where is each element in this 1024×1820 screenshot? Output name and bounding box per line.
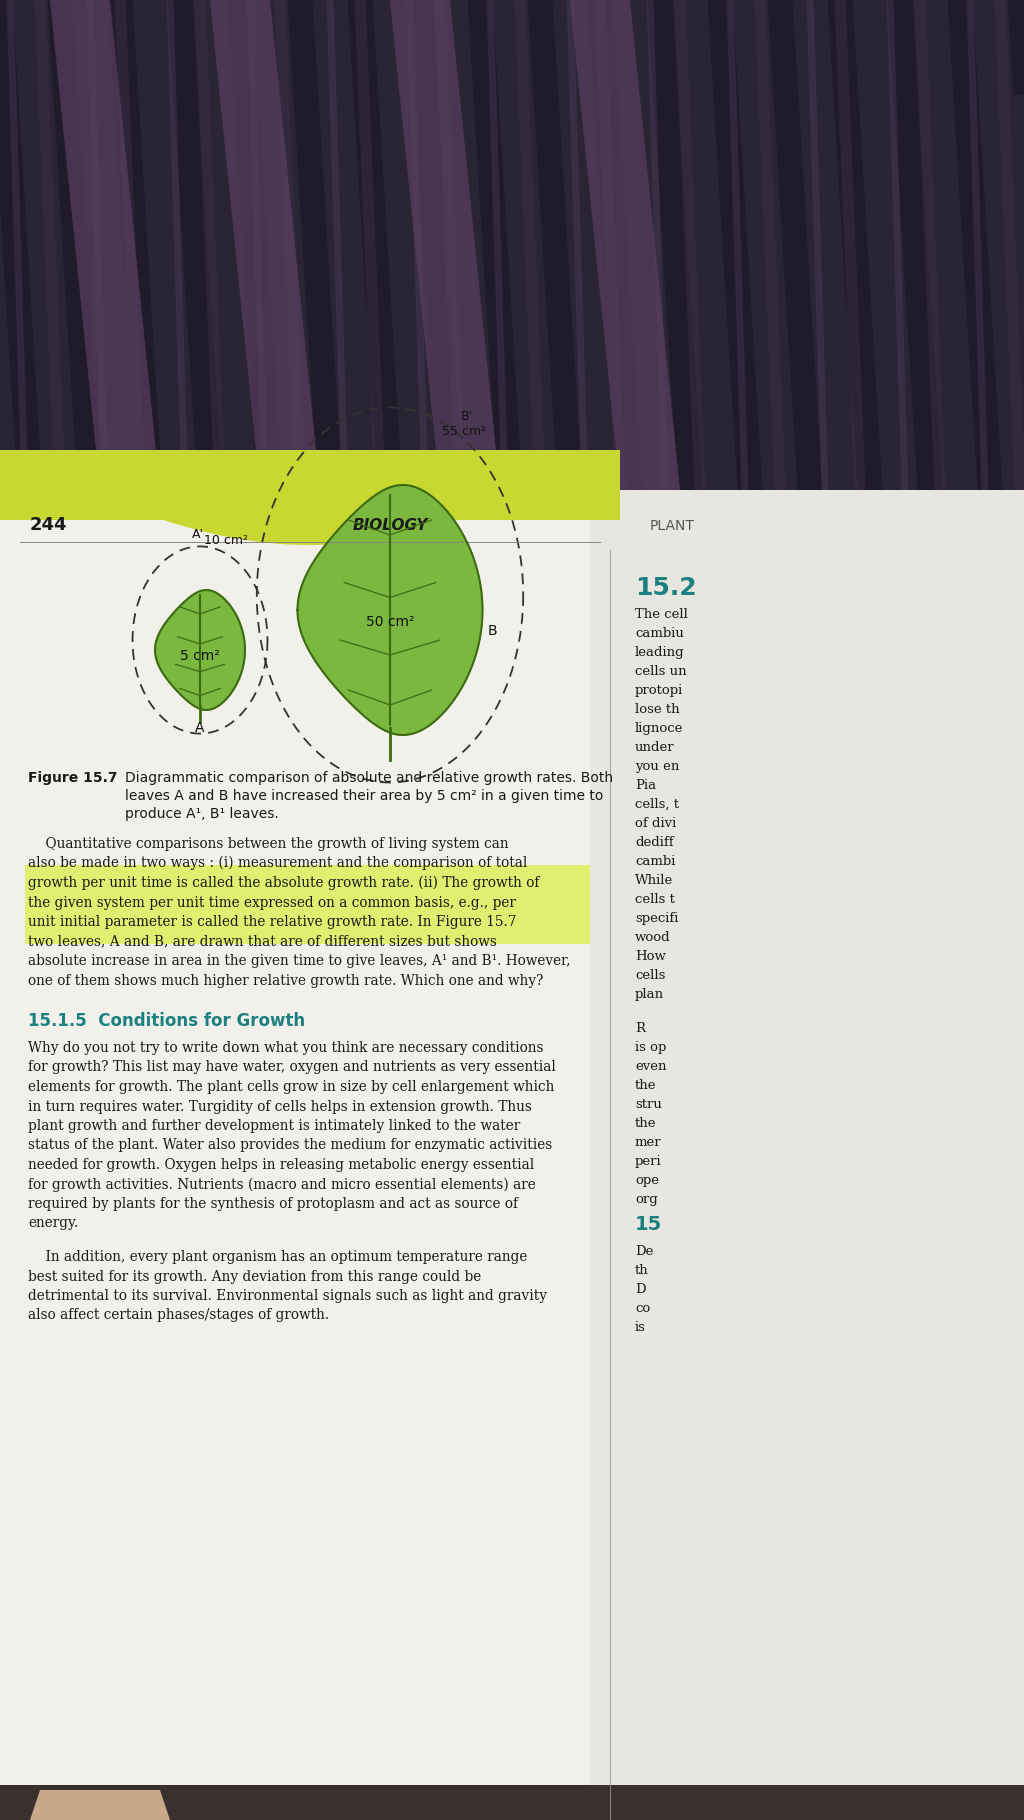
FancyBboxPatch shape (0, 0, 1024, 490)
Polygon shape (155, 590, 245, 710)
Text: needed for growth. Oxygen helps in releasing metabolic energy essential: needed for growth. Oxygen helps in relea… (28, 1158, 535, 1172)
Polygon shape (298, 484, 482, 735)
Text: plant growth and further development is intimately linked to the water: plant growth and further development is … (28, 1119, 520, 1134)
Text: A: A (196, 721, 205, 735)
FancyBboxPatch shape (0, 1785, 1024, 1820)
Polygon shape (30, 1791, 170, 1820)
Text: Pia: Pia (635, 779, 656, 792)
Text: cambiu: cambiu (635, 628, 684, 641)
Text: protopi: protopi (635, 684, 683, 697)
Text: under: under (635, 741, 675, 753)
Text: cells: cells (635, 968, 666, 983)
Text: cells, t: cells, t (635, 797, 679, 812)
FancyBboxPatch shape (0, 490, 620, 1820)
Text: the: the (635, 1117, 656, 1130)
Text: De: De (635, 1245, 653, 1258)
Text: elements for growth. The plant cells grow in size by cell enlargement which: elements for growth. The plant cells gro… (28, 1079, 554, 1094)
Text: In addition, every plant organism has an optimum temperature range: In addition, every plant organism has an… (28, 1250, 527, 1265)
Text: you en: you en (635, 761, 679, 774)
Text: even: even (635, 1059, 667, 1074)
Text: Diagrammatic comparison of absolute and relative growth rates. Both: Diagrammatic comparison of absolute and … (125, 772, 613, 784)
Polygon shape (210, 0, 319, 490)
Text: BIOLOGY: BIOLOGY (352, 519, 428, 533)
Text: 15.1.5  Conditions for Growth: 15.1.5 Conditions for Growth (28, 1012, 305, 1030)
Text: 15.2: 15.2 (635, 575, 696, 601)
Text: the: the (635, 1079, 656, 1092)
Polygon shape (570, 0, 680, 490)
Text: plan: plan (635, 988, 665, 1001)
Text: peri: peri (635, 1156, 662, 1168)
Text: two leaves, A and B, are drawn that are of different sizes but shows: two leaves, A and B, are drawn that are … (28, 934, 497, 948)
Text: growth per unit time is called the absolute growth rate. (ii) The growth of: growth per unit time is called the absol… (28, 875, 540, 890)
Polygon shape (0, 450, 620, 544)
Text: 5 cm²: 5 cm² (180, 650, 220, 662)
Text: Quantitative comparisons between the growth of living system can: Quantitative comparisons between the gro… (28, 837, 509, 852)
Text: stru: stru (635, 1097, 662, 1110)
Polygon shape (390, 0, 500, 490)
FancyBboxPatch shape (25, 923, 590, 943)
Text: cambi: cambi (635, 855, 676, 868)
Text: org: org (635, 1192, 657, 1207)
Text: B': B' (461, 410, 472, 422)
Text: detrimental to its survival. Environmental signals such as light and gravity: detrimental to its survival. Environment… (28, 1289, 547, 1303)
Text: is op: is op (635, 1041, 667, 1054)
Text: absolute increase in area in the given time to give leaves, A¹ and B¹. However,: absolute increase in area in the given t… (28, 954, 570, 968)
Text: wood: wood (635, 932, 671, 945)
Text: also be made in two ways : (i) measurement and the comparison of total: also be made in two ways : (i) measureme… (28, 855, 527, 870)
FancyBboxPatch shape (25, 864, 590, 885)
Text: th: th (635, 1265, 649, 1278)
Text: PLANT: PLANT (650, 519, 695, 533)
Text: While: While (635, 874, 673, 886)
Text: 55 cm²: 55 cm² (441, 426, 486, 439)
Text: specifi: specifi (635, 912, 678, 925)
Text: required by plants for the synthesis of protoplasm and act as source of: required by plants for the synthesis of … (28, 1198, 518, 1210)
Text: The cell: The cell (635, 608, 688, 621)
Text: best suited for its growth. Any deviation from this range could be: best suited for its growth. Any deviatio… (28, 1270, 481, 1283)
Text: dediff: dediff (635, 835, 674, 848)
Text: the given system per unit time expressed on a common basis, e.g., per: the given system per unit time expressed… (28, 895, 516, 910)
Text: leading: leading (635, 646, 685, 659)
FancyBboxPatch shape (25, 903, 590, 925)
Text: for growth activities. Nutrients (macro and micro essential elements) are: for growth activities. Nutrients (macro … (28, 1178, 536, 1192)
FancyBboxPatch shape (25, 885, 590, 905)
Polygon shape (50, 0, 160, 490)
Text: status of the plant. Water also provides the medium for enzymatic activities: status of the plant. Water also provides… (28, 1139, 552, 1152)
Text: Why do you not try to write down what you think are necessary conditions: Why do you not try to write down what yo… (28, 1041, 544, 1056)
Text: mer: mer (635, 1136, 662, 1148)
Text: in turn requires water. Turgidity of cells helps in extension growth. Thus: in turn requires water. Turgidity of cel… (28, 1099, 531, 1114)
Text: A': A' (193, 528, 204, 541)
Text: lose th: lose th (635, 703, 680, 715)
Text: one of them shows much higher relative growth rate. Which one and why?: one of them shows much higher relative g… (28, 974, 544, 988)
Text: lignoce: lignoce (635, 723, 683, 735)
Text: 50 cm²: 50 cm² (366, 615, 415, 630)
FancyBboxPatch shape (590, 490, 1024, 1820)
Text: Figure 15.7: Figure 15.7 (28, 772, 118, 784)
Text: R: R (635, 1023, 645, 1036)
Text: D: D (635, 1283, 645, 1296)
Text: cells un: cells un (635, 664, 687, 679)
Text: ope: ope (635, 1174, 659, 1187)
Text: 15: 15 (635, 1216, 663, 1234)
Text: B: B (487, 624, 497, 639)
Text: is: is (635, 1321, 646, 1334)
Text: for growth? This list may have water, oxygen and nutrients as very essential: for growth? This list may have water, ox… (28, 1061, 556, 1074)
Text: also affect certain phases/stages of growth.: also affect certain phases/stages of gro… (28, 1309, 329, 1323)
Text: leaves A and B have increased their area by 5 cm² in a given time to: leaves A and B have increased their area… (125, 790, 603, 803)
Text: co: co (635, 1301, 650, 1316)
Text: of divi: of divi (635, 817, 676, 830)
Text: produce A¹, B¹ leaves.: produce A¹, B¹ leaves. (125, 806, 279, 821)
Text: 244: 244 (30, 517, 68, 533)
Text: How: How (635, 950, 666, 963)
Polygon shape (0, 450, 620, 521)
Text: 10 cm²: 10 cm² (204, 535, 248, 548)
Text: energy.: energy. (28, 1216, 78, 1230)
Text: unit initial parameter is called the relative growth rate. In Figure 15.7: unit initial parameter is called the rel… (28, 915, 516, 928)
Text: cells t: cells t (635, 894, 675, 906)
